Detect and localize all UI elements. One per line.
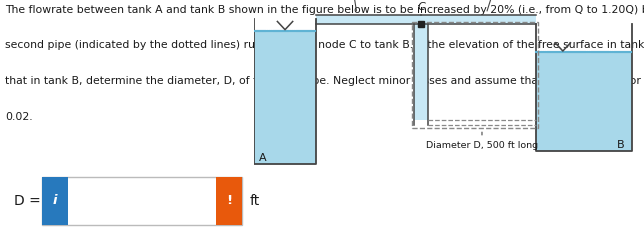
Bar bbox=[414, 24, 428, 125]
Bar bbox=[536, 52, 632, 151]
Bar bbox=[42, 177, 68, 225]
Text: !: ! bbox=[226, 195, 232, 207]
Bar bbox=[414, 120, 536, 126]
Text: second pipe (indicated by the dotted lines) running from node C to tank B. If th: second pipe (indicated by the dotted lin… bbox=[5, 40, 644, 50]
Bar bbox=[254, 31, 316, 164]
Text: C: C bbox=[418, 2, 426, 12]
Text: D =: D = bbox=[14, 194, 41, 208]
Text: Diameter D, 500 ft long: Diameter D, 500 ft long bbox=[426, 132, 538, 149]
Text: The flowrate between tank A and tank B shown in the figure below is to be increa: The flowrate between tank A and tank B s… bbox=[5, 5, 644, 15]
Text: 6-in. diameter;
500 ft long: 6-in. diameter; 500 ft long bbox=[466, 0, 537, 11]
Text: 0.02.: 0.02. bbox=[5, 112, 33, 122]
Text: i: i bbox=[53, 195, 57, 207]
Text: A: A bbox=[259, 153, 267, 163]
Bar bbox=[412, 22, 538, 128]
Bar bbox=[216, 177, 242, 225]
Text: 6-in. diameter;
600 ft long: 6-in. diameter; 600 ft long bbox=[314, 0, 384, 11]
Text: B: B bbox=[617, 140, 625, 150]
Bar bbox=[316, 15, 421, 24]
Bar bbox=[421, 15, 536, 24]
Bar bbox=[42, 177, 242, 225]
Text: that in tank B, determine the diameter, D, of this new pipe. Neglect minor losse: that in tank B, determine the diameter, … bbox=[5, 76, 644, 86]
Text: ft: ft bbox=[250, 194, 260, 208]
